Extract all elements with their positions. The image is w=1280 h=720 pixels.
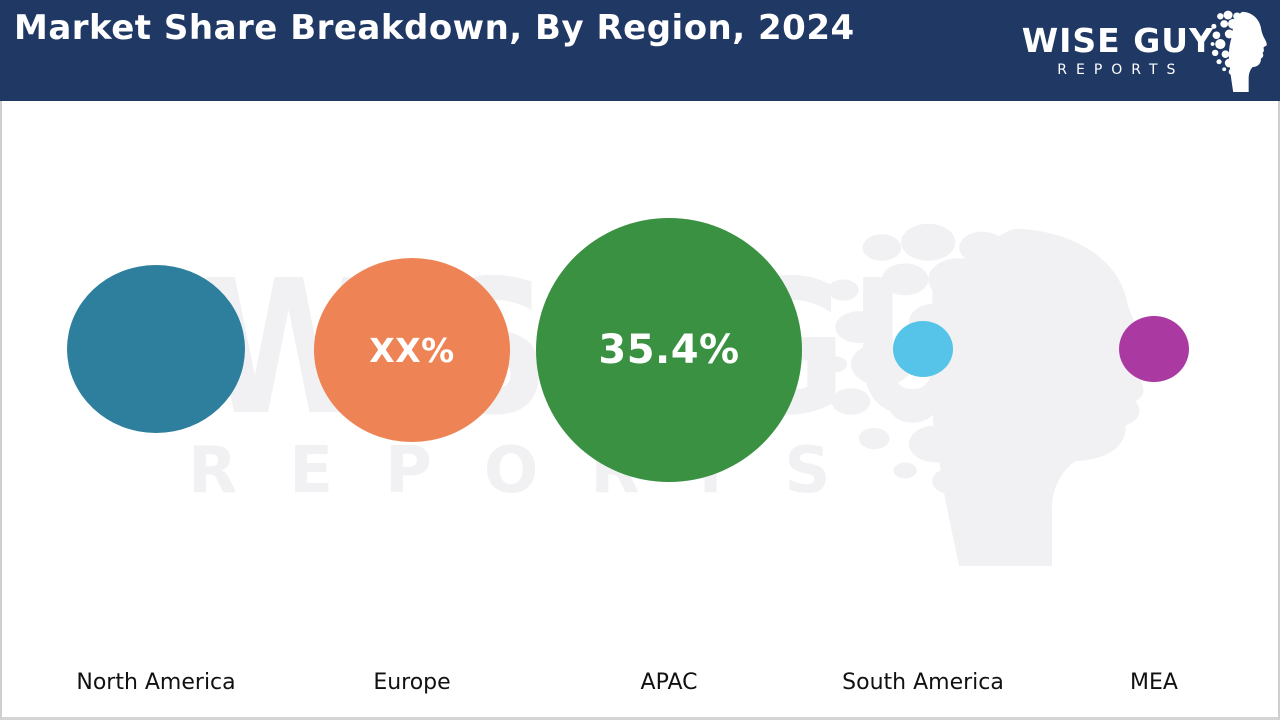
- category-label-north-america: North America: [76, 670, 236, 695]
- watermark-dotted-head-profile-icon: [823, 223, 1161, 566]
- header-bar: Market Share Breakdown, By Region, 2024 …: [0, 0, 1280, 101]
- page-title: Market Share Breakdown, By Region, 2024: [14, 8, 855, 48]
- category-label-europe: Europe: [373, 670, 451, 695]
- bubble-value-apac: 35.4%: [598, 327, 740, 373]
- bubble-north-america: [67, 265, 245, 433]
- bubble-value-europe: XX%: [369, 330, 455, 370]
- bubble-europe: XX%: [314, 258, 510, 442]
- watermark-brand-subname: REPORTS: [188, 434, 883, 508]
- chart-area: WISE GUY REPORTS XX%35.4% North Americ: [0, 101, 1280, 720]
- brand-name: WISE GUY: [1021, 21, 1214, 61]
- brand-subname: REPORTS: [1057, 61, 1185, 78]
- brand-logo-text: WISE GUY REPORTS: [1022, 24, 1214, 78]
- category-label-mea: MEA: [1130, 670, 1178, 695]
- category-label-apac: APAC: [640, 670, 698, 695]
- bubble-south-america: [893, 321, 953, 377]
- bubble-apac: 35.4%: [536, 218, 802, 482]
- bubble-mea: [1119, 316, 1189, 382]
- dotted-head-profile-icon: [1210, 10, 1267, 92]
- brand-logo: WISE GUY REPORTS: [1022, 6, 1268, 96]
- category-label-south-america: South America: [842, 670, 1004, 695]
